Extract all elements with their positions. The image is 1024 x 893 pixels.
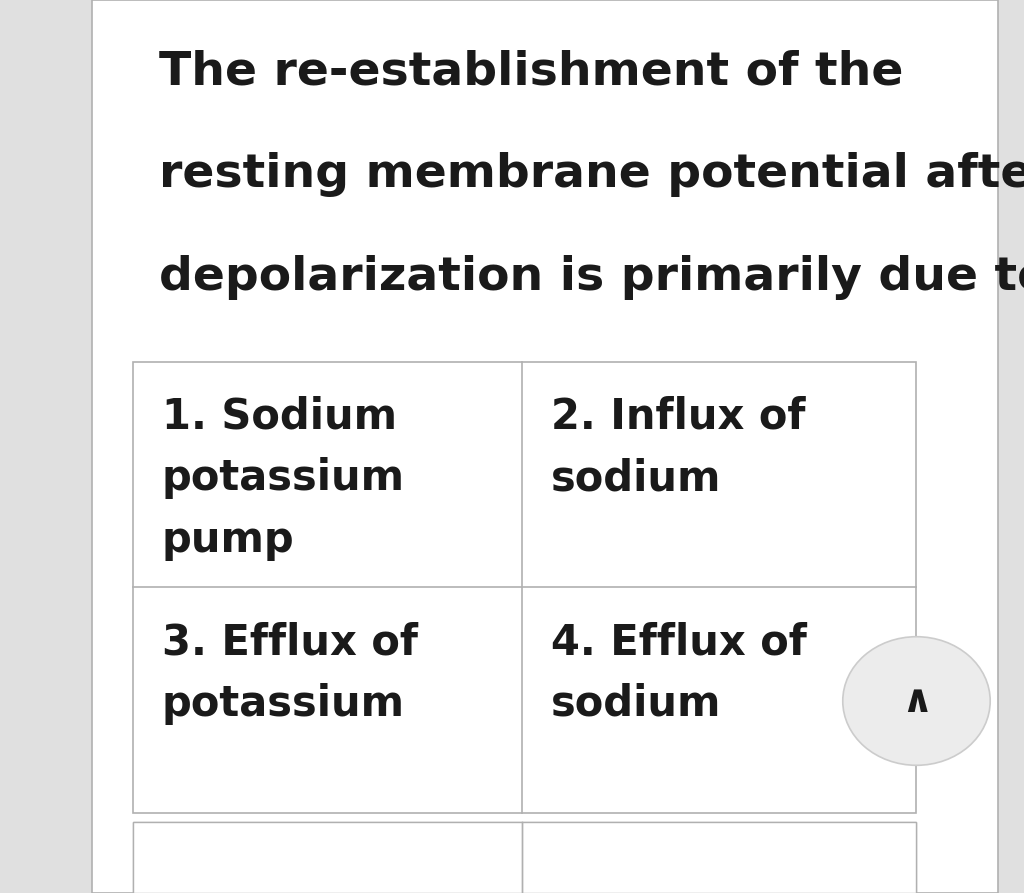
Text: depolarization is primarily due to:: depolarization is primarily due to: xyxy=(159,255,1024,299)
Text: ∧: ∧ xyxy=(901,682,932,720)
FancyBboxPatch shape xyxy=(0,0,92,893)
FancyBboxPatch shape xyxy=(133,362,916,813)
Text: 4. Efflux of
sodium: 4. Efflux of sodium xyxy=(551,622,807,725)
Text: The re-establishment of the: The re-establishment of the xyxy=(159,49,903,94)
Text: resting membrane potential after: resting membrane potential after xyxy=(159,152,1024,196)
FancyBboxPatch shape xyxy=(92,0,998,893)
Text: 3. Efflux of
potassium: 3. Efflux of potassium xyxy=(162,622,418,725)
Text: 1. Sodium
potassium
pump: 1. Sodium potassium pump xyxy=(162,396,404,561)
FancyBboxPatch shape xyxy=(133,822,916,893)
FancyBboxPatch shape xyxy=(133,822,916,893)
Text: 2. Influx of
sodium: 2. Influx of sodium xyxy=(551,396,806,499)
Circle shape xyxy=(843,637,990,765)
